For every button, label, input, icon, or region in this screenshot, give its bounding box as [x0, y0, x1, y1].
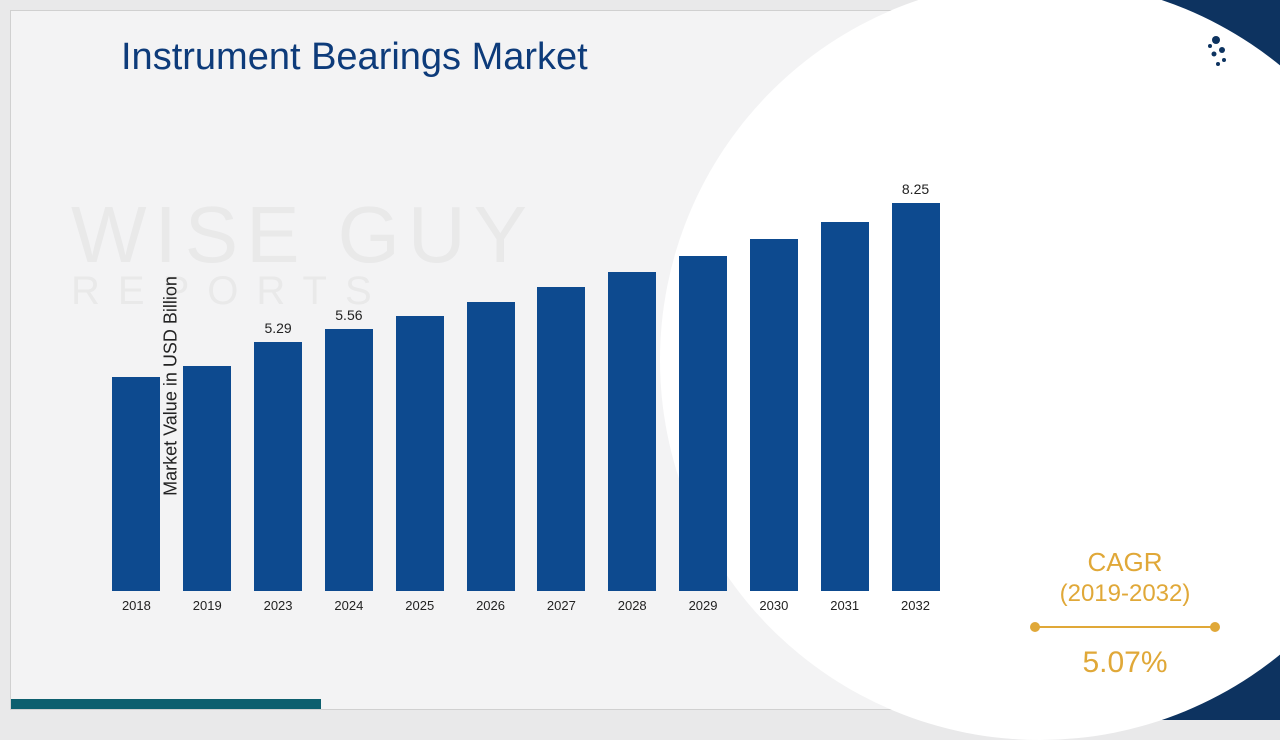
cagr-divider — [1035, 626, 1215, 628]
x-tick-label: 2024 — [319, 598, 379, 613]
bar-group — [673, 234, 733, 591]
bar-group — [744, 217, 804, 591]
x-tick-label: 2023 — [248, 598, 308, 613]
x-tick-label: 2028 — [602, 598, 662, 613]
brand-logo: WISE GUY REPORTS — [1006, 20, 1240, 90]
x-tick-label: 2027 — [531, 598, 591, 613]
x-tick-label: 2018 — [106, 598, 166, 613]
bar-chart: Market Value in USD Billion 5.295.568.25… — [41, 151, 961, 621]
x-tick-label: 2031 — [815, 598, 875, 613]
x-axis-labels: 2018 2019 2023 2024 2025 2026 2027 2028 2029 2030… — [101, 598, 951, 613]
bar — [467, 302, 515, 591]
x-tick-label: 2032 — [886, 598, 946, 613]
bar — [396, 316, 444, 591]
bar-value-label: 5.29 — [264, 320, 291, 338]
bar — [537, 287, 585, 591]
x-tick-label: 2019 — [177, 598, 237, 613]
bar — [892, 203, 940, 591]
bars-area: 5.29 5.56 8.25 — [101, 171, 951, 591]
bar-group — [602, 250, 662, 591]
bar-group: 8.25 — [886, 181, 946, 591]
x-tick-label: 2030 — [744, 598, 804, 613]
bar — [325, 329, 373, 591]
x-tick-label: 2026 — [461, 598, 521, 613]
bar — [821, 222, 869, 591]
page-title: Instrument Bearings Market — [121, 36, 588, 79]
cagr-title: CAGR — [1010, 547, 1240, 578]
bar-group: 5.56 — [319, 307, 379, 591]
bar — [679, 256, 727, 591]
cagr-years: (2019-2032) — [1010, 580, 1240, 608]
bar-group — [461, 280, 521, 591]
bar — [254, 342, 302, 591]
cagr-value: 5.07% — [1010, 646, 1240, 680]
bar-group: 5.29 — [248, 320, 308, 591]
head-icon — [1170, 20, 1240, 90]
bar-group — [815, 200, 875, 591]
x-tick-label: 2025 — [390, 598, 450, 613]
bar — [183, 366, 231, 591]
bar-group — [106, 355, 166, 591]
bar-group — [531, 265, 591, 591]
bar — [112, 377, 160, 591]
bar-group — [177, 344, 237, 591]
x-tick-label: 2029 — [673, 598, 733, 613]
logo-text: WISE GUY REPORTS — [1006, 32, 1162, 78]
bar — [750, 239, 798, 591]
bar-group — [390, 294, 450, 591]
bar-value-label: 5.56 — [335, 307, 362, 325]
bar-value-label: 8.25 — [902, 181, 929, 199]
accent-bar — [11, 699, 321, 709]
cagr-block: CAGR (2019-2032) 5.07% — [1010, 547, 1240, 680]
bar — [608, 272, 656, 591]
